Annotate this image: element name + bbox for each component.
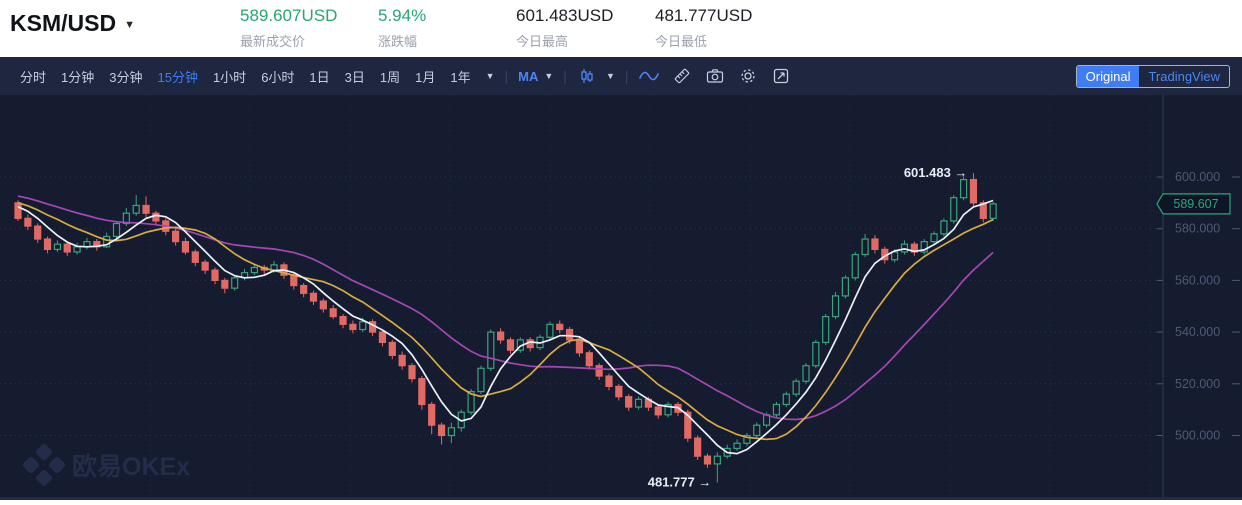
time-axis-strip (0, 497, 1242, 500)
y-axis-label: 520.000 (1175, 377, 1220, 391)
timeframe-15分钟[interactable]: 15分钟 (157, 69, 198, 85)
y-axis-label: 560.000 (1175, 273, 1220, 287)
stat-day-high: 601.483USD 今日最高 (516, 5, 613, 50)
y-axis-label: 540.000 (1175, 325, 1220, 339)
toolbar-divider: | (624, 68, 629, 84)
price-chart[interactable]: 欧易OKEx 600.000 580.000 560.000 540.000 520.00… (0, 95, 1242, 500)
ma-yellow-line (17, 201, 994, 441)
toolbar-divider: | (504, 68, 509, 84)
chevron-down-icon[interactable]: ▼ (605, 71, 615, 81)
okex-watermark: 欧易OKEx (22, 443, 190, 487)
price-annotation-481.777: 481.777 → (648, 475, 712, 490)
day-high-value: 601.483USD (516, 6, 614, 25)
horizontal-gridlines: 600.000 580.000 560.000 540.000 520.000 500.0… (0, 170, 1240, 443)
chart-toolbar: 分时 1分钟 3分钟 15分钟 1小时 6小时 1日 3日 1周 1月 1年 ▼ | MA ▼ | ▼… (0, 57, 1242, 95)
timeframe-分时[interactable]: 分时 (20, 69, 47, 85)
day-low-value: 481.777USD (655, 6, 753, 25)
timeframe-more-caret[interactable]: ▼ (485, 71, 495, 81)
ma-white-line (17, 199, 994, 455)
camera-icon[interactable] (705, 66, 725, 86)
timeframe-1日[interactable]: 1日 (309, 69, 330, 85)
stat-last-price: 589.607USD 最新成交价 (240, 5, 337, 50)
original-view-button[interactable]: Original (1076, 66, 1140, 87)
ticker-header: KSM/USD ▼ 589.607USD 最新成交价 5.94% 涨跌幅 601… (0, 0, 1242, 57)
timeframe-6小时[interactable]: 6小时 (261, 69, 295, 85)
timeframe-1月[interactable]: 1月 (415, 69, 436, 85)
y-axis-label: 500.000 (1175, 429, 1220, 443)
chart-engine-toggle: Original TradingView (1075, 65, 1230, 88)
line-chart-icon[interactable] (638, 66, 659, 86)
gear-icon[interactable] (738, 66, 758, 86)
timeframe-1分钟[interactable]: 1分钟 (61, 69, 95, 85)
change-value: 5.94% (378, 6, 427, 25)
chart-area[interactable]: 欧易OKEx 600.000 580.000 560.000 540.000 520.00… (0, 95, 1242, 500)
current-price-badge: 589.607 (1156, 193, 1231, 215)
fullscreen-icon[interactable] (771, 66, 791, 86)
candle-style-icon[interactable] (577, 66, 597, 86)
svg-text:589.607: 589.607 (1173, 197, 1218, 211)
toolbar-divider: | (563, 68, 567, 84)
candles-layer (14, 173, 997, 483)
timeframe-1小时[interactable]: 1小时 (212, 69, 247, 85)
stat-day-low: 481.777USD 今日最低 (655, 5, 752, 50)
chevron-down-icon: ▼ (544, 71, 554, 81)
tradingview-button[interactable]: TradingView (1148, 69, 1220, 84)
day-high-label: 今日最高 (516, 34, 569, 49)
stat-change: 5.94% 涨跌幅 (378, 5, 426, 50)
day-low-label: 今日最低 (655, 34, 708, 49)
pair-title: KSM/USD (10, 10, 117, 36)
timeframe-1年[interactable]: 1年 (450, 69, 471, 85)
y-axis-label: 580.000 (1175, 222, 1220, 236)
last-price-label: 最新成交价 (240, 34, 306, 49)
vertical-gridlines (149, 95, 1151, 497)
pair-selector[interactable]: KSM/USD ▼ (10, 10, 135, 37)
timeframe-3日[interactable]: 3日 (344, 69, 365, 85)
change-label: 涨跌幅 (378, 34, 418, 49)
ma-indicator-button[interactable]: MA ▼ (518, 69, 553, 84)
timeframe-list: 分时 1分钟 3分钟 15分钟 1小时 6小时 1日 3日 1周 1月 1年 ▼ (0, 67, 495, 86)
watermark-text: 欧易OKEx (72, 452, 190, 481)
price-annotation-601.483: 601.483 → (904, 165, 968, 180)
y-axis-label: 600.000 (1175, 170, 1220, 184)
measure-ruler-icon[interactable] (672, 66, 692, 86)
timeframe-3分钟[interactable]: 3分钟 (109, 69, 143, 85)
last-price-value: 589.607USD (240, 6, 338, 25)
chevron-down-icon: ▼ (124, 18, 135, 31)
timeframe-1周[interactable]: 1周 (379, 69, 401, 85)
ma-label: MA (518, 68, 539, 84)
